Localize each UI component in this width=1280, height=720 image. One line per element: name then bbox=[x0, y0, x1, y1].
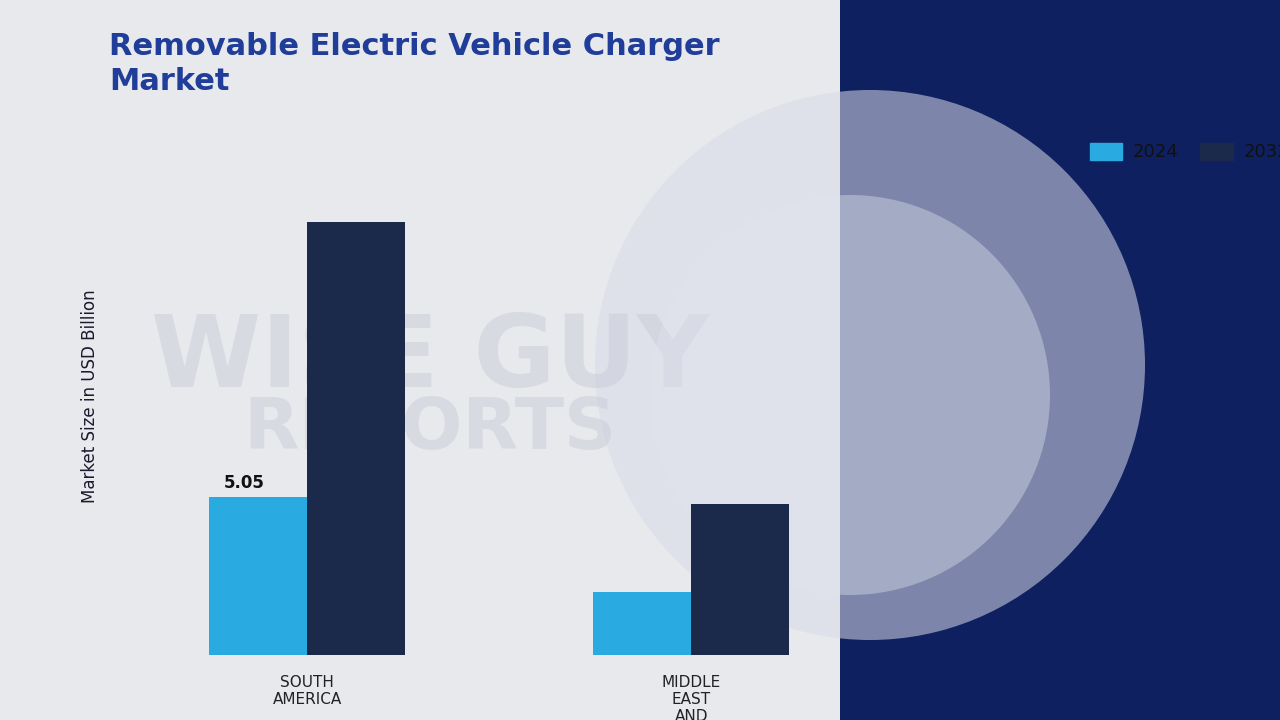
Bar bbox=[594, 593, 691, 655]
Text: WISE GUY: WISE GUY bbox=[151, 312, 709, 408]
Bar bbox=[210, 497, 307, 655]
Legend: 2024, 2032: 2024, 2032 bbox=[1083, 135, 1280, 168]
Y-axis label: Market Size in USD Billion: Market Size in USD Billion bbox=[81, 289, 99, 503]
Bar bbox=[840, 0, 1280, 720]
Circle shape bbox=[650, 195, 1050, 595]
Text: Removable Electric Vehicle Charger
Market: Removable Electric Vehicle Charger Marke… bbox=[109, 32, 719, 96]
Text: REPORTS: REPORTS bbox=[243, 395, 617, 464]
Bar bbox=[307, 222, 404, 655]
Bar bbox=[691, 505, 788, 655]
Circle shape bbox=[595, 90, 1146, 640]
Text: 5.05: 5.05 bbox=[224, 474, 265, 492]
